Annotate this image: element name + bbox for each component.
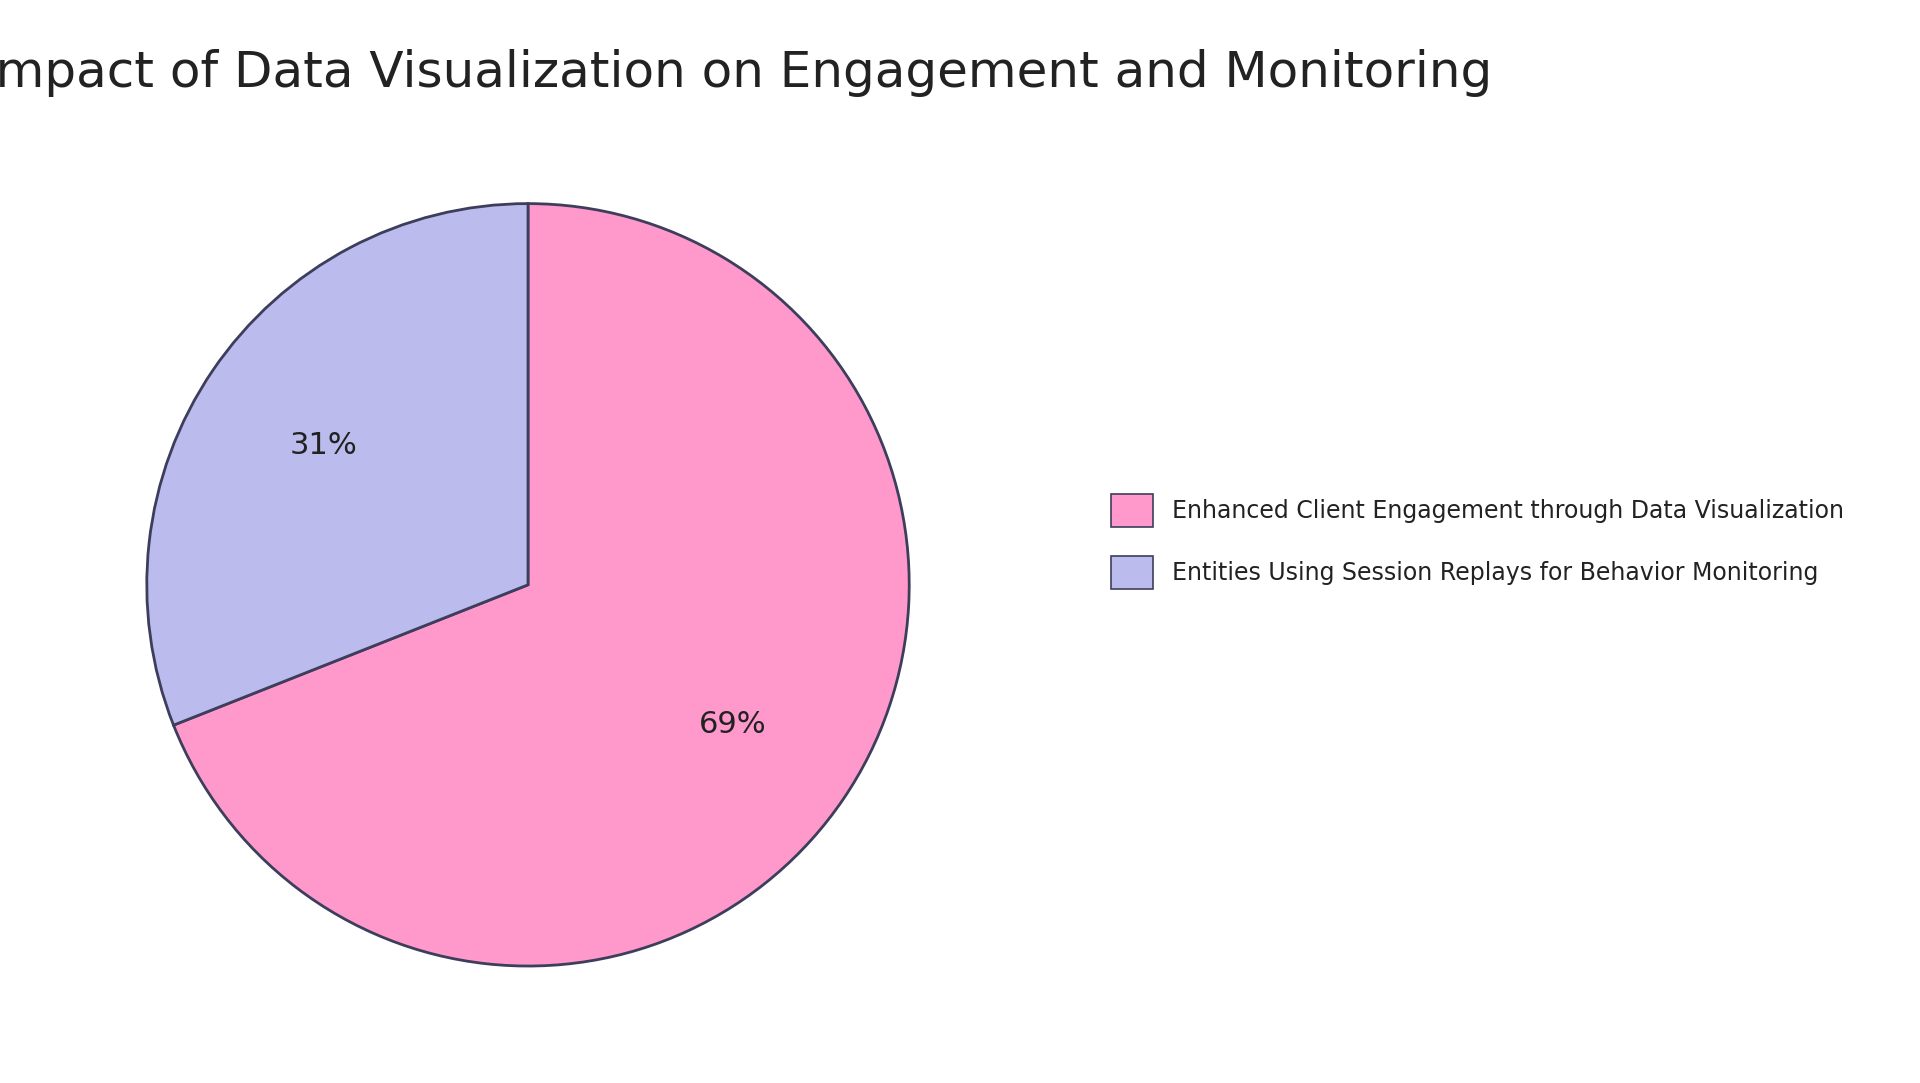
Wedge shape bbox=[146, 204, 528, 726]
Text: Impact of Data Visualization on Engagement and Monitoring: Impact of Data Visualization on Engageme… bbox=[0, 49, 1492, 96]
Legend: Enhanced Client Engagement through Data Visualization, Entities Using Session Re: Enhanced Client Engagement through Data … bbox=[1087, 470, 1868, 613]
Text: 31%: 31% bbox=[290, 431, 357, 460]
Text: 69%: 69% bbox=[699, 709, 766, 739]
Wedge shape bbox=[173, 204, 910, 966]
